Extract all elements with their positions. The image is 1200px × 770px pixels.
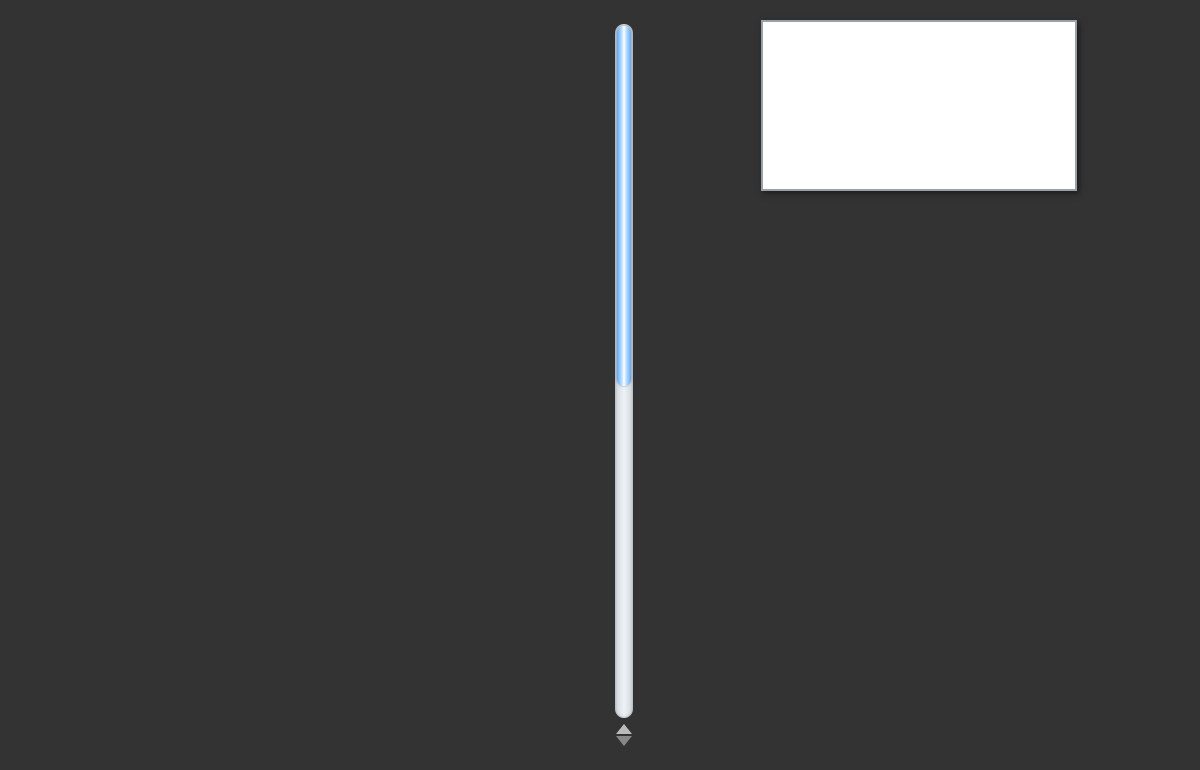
page-root — [0, 0, 1200, 770]
scrollbar-arrows — [616, 724, 632, 746]
scrollbar[interactable] — [610, 20, 638, 750]
diagram-frame — [761, 20, 1077, 191]
article-column — [30, 20, 610, 750]
scroll-down-icon[interactable] — [616, 736, 632, 746]
scrollbar-track[interactable] — [615, 24, 633, 718]
scrollbar-thumb[interactable] — [617, 26, 631, 386]
scroll-up-icon[interactable] — [616, 724, 632, 734]
geothermal-diagram — [769, 28, 1069, 178]
diagram-column — [638, 20, 1180, 750]
